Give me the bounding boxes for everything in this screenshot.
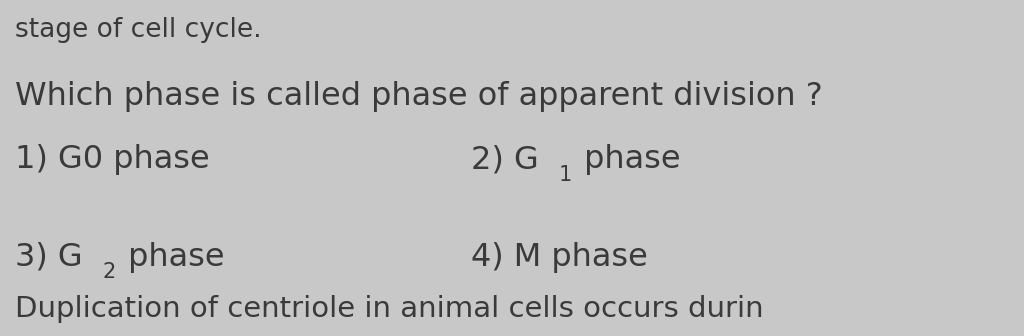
Text: 2) G: 2) G [471,144,539,175]
Text: 1: 1 [558,165,571,185]
Text: Duplication of centriole in animal cells occurs durin: Duplication of centriole in animal cells… [15,295,764,323]
Text: phase: phase [118,242,224,273]
Text: 4) M phase: 4) M phase [471,242,648,273]
Text: 1) G0 phase: 1) G0 phase [15,144,210,175]
Text: stage of cell cycle.: stage of cell cycle. [15,17,262,43]
Text: phase: phase [573,144,681,175]
Text: 3) G: 3) G [15,242,83,273]
Text: 2: 2 [102,262,116,282]
Text: Which phase is called phase of apparent division ?: Which phase is called phase of apparent … [15,81,823,112]
